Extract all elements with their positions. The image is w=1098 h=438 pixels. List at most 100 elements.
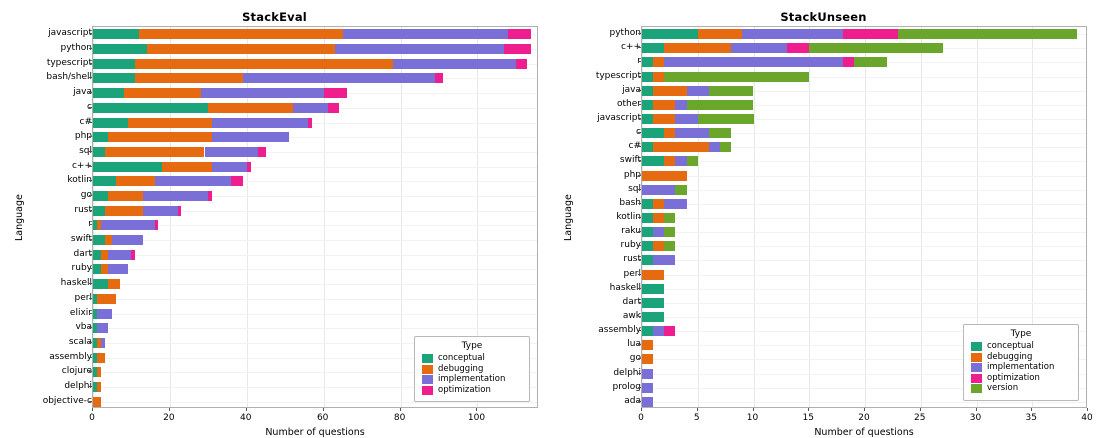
y-tick-mark [89,239,92,241]
x-tick-label: 0 [638,413,644,423]
bar-segment [508,29,532,40]
gridline-horizontal [642,218,1086,219]
gridline-vertical [323,27,325,407]
bar-segment [93,176,117,187]
bar-segment [93,352,97,363]
gridline-horizontal [642,331,1086,333]
bar-segment [212,132,290,143]
gridline-horizontal [93,254,537,256]
bar-segment [642,184,676,195]
legend-item: implementation [971,363,1071,372]
y-tick-label: haskell [609,282,641,293]
x-tick-mark [641,408,642,411]
bar-segment [93,205,105,216]
y-tick-label: swift [70,234,92,245]
y-tick-mark [638,146,641,148]
y-tick-label: awk [622,311,641,322]
y-tick-mark [638,372,641,374]
bar-segment [93,235,105,246]
x-tick-mark [1031,408,1033,411]
x-tick-label: 25 [914,413,926,423]
bar-segment [664,213,676,223]
bar-segment [642,57,654,68]
y-tick-label: assembly [598,325,641,336]
gridline-horizontal [93,284,537,286]
legend-label: optimization [438,384,491,395]
y-tick-mark [89,150,92,152]
x-tick-label: 80 [393,413,406,423]
y-tick-label: bash/shell [46,72,92,83]
bar-segment [842,29,899,40]
bar-segment [435,73,443,84]
y-tick-label: delphi [64,380,92,391]
bar-segment [675,113,698,124]
y-tick-label: prolog [612,381,641,392]
bar-segment [93,367,97,378]
legend: Type conceptual debugging implementation opt… [414,336,530,402]
bar-segment [96,352,105,363]
x-tick-mark [975,408,977,411]
plot-area [92,26,538,408]
bar-segment [96,337,101,348]
y-tick-mark [638,231,641,233]
y-tick-mark [638,301,641,303]
gridline-horizontal [93,122,537,124]
y-tick-mark [638,358,641,360]
bar-segment [292,102,328,113]
bar-segment [204,146,259,157]
bar-segment [742,29,843,40]
bar-segment [246,161,251,172]
y-tick-label: go [80,189,92,200]
legend-label: optimization [987,372,1040,383]
bar-segment [93,102,209,113]
chart-panel-stackunseen: StackUnseen python c++ r typescript java othe… [549,0,1098,438]
gridline-horizontal [642,274,1086,276]
y-tick-label: assembly [49,351,92,362]
bar-segment [212,161,247,172]
gridline-horizontal [93,313,537,315]
x-tick-mark [864,408,865,411]
bar-segment [653,57,665,68]
y-tick-mark [89,356,92,358]
y-tick-label: raku [621,226,641,237]
gridline-horizontal [642,246,1086,248]
y-tick-mark [89,400,92,402]
x-tick-label: 30 [969,413,982,423]
y-tick-mark [638,273,641,275]
bar-segment [231,176,243,187]
bar-segment [642,198,654,209]
bar-segment [93,29,140,40]
gridline-vertical [865,27,866,407]
bar-segment [308,117,313,128]
chart-panel-stackeval: StackEval javascript python typescript bash… [0,0,549,438]
legend: Type conceptual debugging implementation opt… [963,324,1079,401]
y-tick-label: typescript [46,57,92,68]
gridline-horizontal [93,357,537,359]
y-tick-label: objective-c [42,395,92,406]
x-tick-label: 0 [89,413,95,423]
bar-segment [708,128,732,139]
legend-label: conceptual [438,353,485,363]
gridline-horizontal [642,345,1086,347]
gridline-vertical [246,27,248,407]
y-tick-label: sql [628,183,641,194]
bar-segment [154,176,232,187]
bar-segment [664,227,676,238]
x-tick-mark [752,408,754,411]
gridline-horizontal [93,181,537,183]
bar-segment [93,279,109,290]
x-tick-mark [399,408,401,411]
bar-segment [392,58,516,69]
legend-swatch [971,352,982,362]
gridline-horizontal [642,118,1086,120]
bar-segment [342,29,509,40]
y-tick-mark [89,209,92,211]
y-tick-label: java [622,84,641,95]
x-tick-label: 20 [163,413,175,423]
y-tick-mark [638,330,641,332]
bar-segment [642,43,665,54]
bar-segment [154,220,159,231]
x-axis-label: Number of questions [814,427,914,438]
bar-segment [853,57,888,68]
x-tick-label: 15 [802,413,814,423]
